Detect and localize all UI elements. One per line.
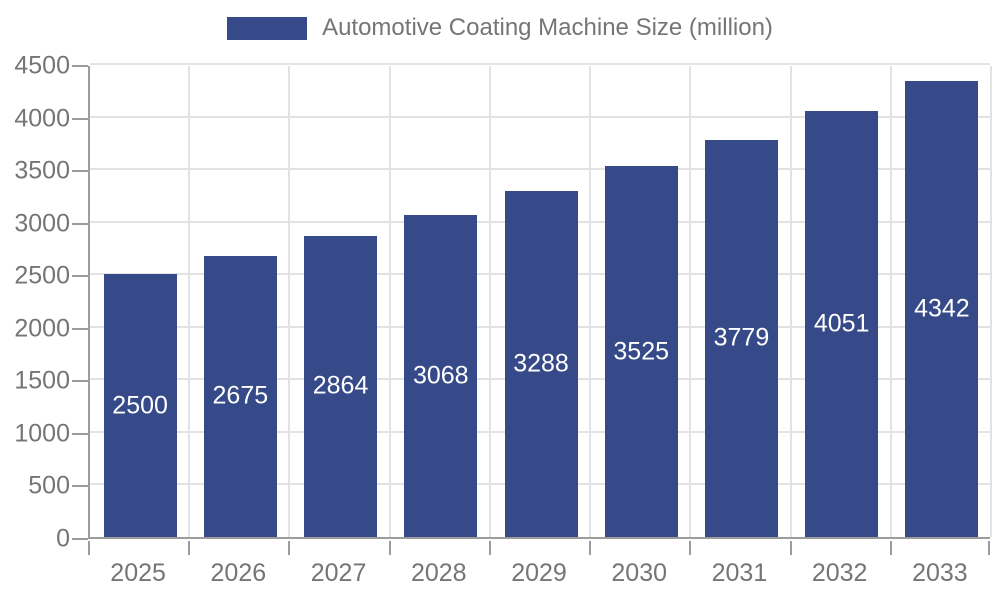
y-axis-tick	[72, 65, 88, 67]
bar-value-label: 3779	[713, 323, 770, 352]
gridline-vertical	[889, 66, 892, 537]
x-axis-category-label: 2032	[811, 559, 868, 587]
y-axis-tick	[72, 327, 88, 330]
y-axis-tick	[72, 485, 88, 488]
y-axis-tick	[72, 538, 88, 540]
bar-2030: 3525	[604, 166, 678, 537]
y-axis-tick	[72, 380, 88, 383]
y-axis-tick	[72, 170, 88, 173]
y-axis-tick-label: 1000	[14, 419, 70, 448]
bar-2032: 4051	[805, 111, 879, 537]
bar-2027: 2864	[304, 235, 378, 537]
gridline-vertical	[188, 66, 191, 537]
x-axis-tick	[589, 541, 592, 555]
x-axis-category-label: 2026	[210, 559, 267, 587]
gridline-vertical	[589, 66, 592, 537]
y-axis-tick-label: 2500	[14, 261, 70, 290]
y-axis-tick	[72, 117, 88, 120]
y-axis-tick-label: 4000	[14, 104, 70, 133]
x-axis-tick	[988, 541, 990, 555]
bar-value-label: 4342	[914, 294, 970, 323]
x-axis-tick	[889, 541, 892, 555]
x-axis-category-label: 2025	[110, 559, 166, 587]
x-axis-tick	[689, 541, 692, 555]
y-axis-tick-label: 500	[28, 471, 70, 500]
x-axis-tick	[488, 541, 491, 555]
y-axis-tick-label: 2000	[14, 314, 70, 343]
gridline-horizontal	[90, 63, 990, 65]
legend-item[interactable]: Automotive Coating Machine Size (million…	[0, 14, 1000, 42]
gridline-horizontal	[90, 168, 990, 171]
x-axis-tick	[388, 541, 391, 555]
gridline-vertical	[488, 66, 491, 537]
x-axis-category-label: 2033	[912, 559, 968, 587]
bar-2031: 3779	[704, 139, 778, 537]
y-axis-tick	[72, 222, 88, 225]
bar-value-label: 4051	[813, 309, 870, 338]
gridline-vertical	[990, 66, 992, 537]
y-axis-tick-label: 1500	[14, 366, 70, 395]
bar-2028: 3068	[404, 214, 478, 537]
y-axis-tick-label: 3000	[14, 209, 70, 238]
bar-value-label: 3068	[412, 361, 469, 390]
y-axis-tick-label: 3500	[14, 156, 70, 185]
legend-label: Automotive Coating Machine Size (million…	[322, 14, 773, 41]
x-axis-category-label: 2031	[711, 559, 768, 587]
x-axis-category-label: 2027	[310, 559, 367, 587]
y-axis-tick-label: 0	[56, 524, 70, 553]
bar-value-label: 2864	[312, 371, 369, 400]
y-axis-tick-label: 4500	[14, 51, 70, 80]
bar-value-label: 3525	[613, 337, 670, 366]
x-axis-category-label: 2030	[611, 559, 668, 587]
gridline-vertical	[689, 66, 692, 537]
y-axis-tick	[72, 432, 88, 435]
x-axis-tick	[188, 541, 191, 555]
x-axis-category-label: 2029	[511, 559, 567, 587]
x-axis-tick	[88, 541, 90, 555]
bar-value-label: 2500	[112, 391, 168, 420]
bar-value-label: 2675	[212, 381, 269, 410]
bar-2033: 4342	[905, 80, 979, 537]
gridline-vertical	[789, 66, 792, 537]
gridline-vertical	[288, 66, 291, 537]
x-axis-tick	[789, 541, 792, 555]
bar-value-label: 3288	[513, 349, 569, 378]
plot-area: 2500 2675 2864 3068 3288 3525 3779 4051 4342	[88, 63, 992, 539]
x-axis-tick	[288, 541, 291, 555]
bar-2025: 2500	[103, 274, 177, 537]
gridline-horizontal	[90, 115, 990, 118]
y-axis-tick	[72, 275, 88, 278]
bar-2026: 2675	[203, 255, 277, 537]
bar-2029: 3288	[504, 191, 578, 537]
gridline-vertical	[388, 66, 391, 537]
x-axis-category-label: 2028	[410, 559, 467, 587]
legend-swatch[interactable]	[227, 16, 308, 40]
